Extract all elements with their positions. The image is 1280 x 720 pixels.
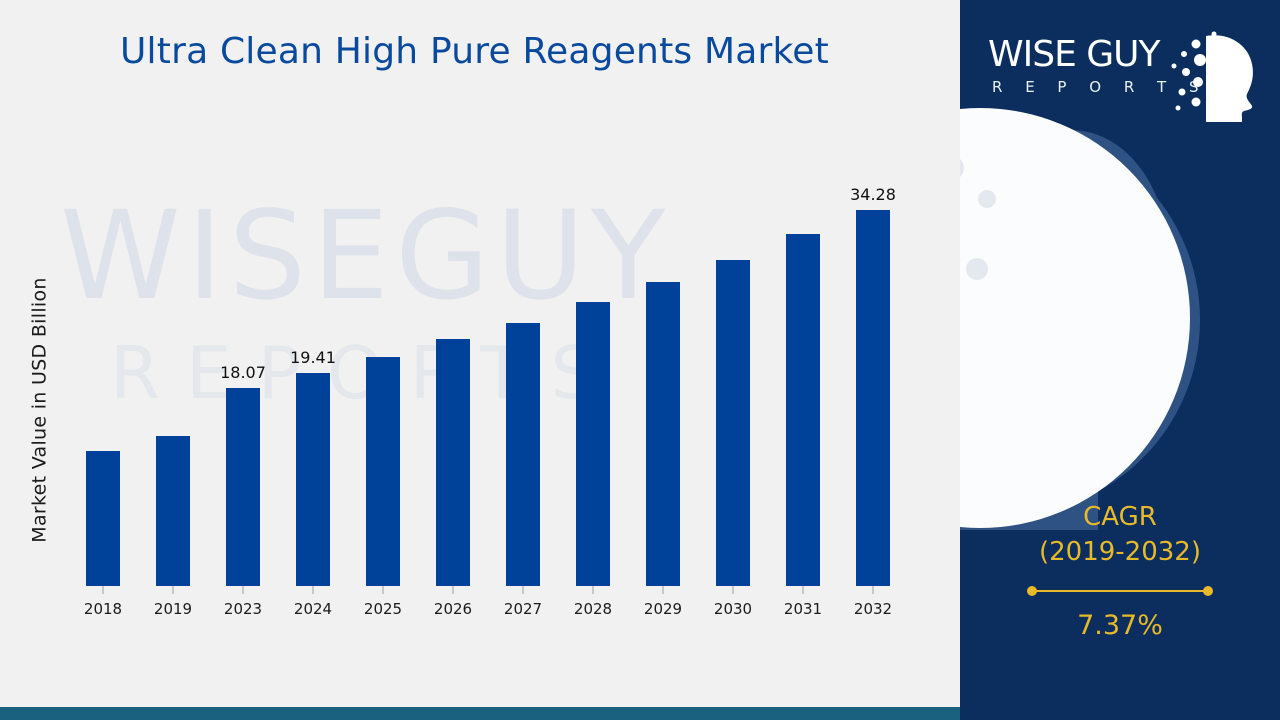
bar [646,281,680,586]
bar-group: 2019 [138,180,208,618]
bar-group: 2027 [488,180,558,618]
x-axis-tick [312,586,314,594]
x-axis-tick-label: 2032 [853,600,893,618]
x-axis-tick-label: 2019 [153,600,193,618]
brand-panel: WISE GUY R E P O R T S CAGR (2019-2032) [960,0,1280,720]
bottom-accent-bar [0,707,960,720]
x-axis-tick-label: 2024 [293,600,333,618]
logo-subtitle: R E P O R T S [992,78,1208,96]
y-axis-label-text: Market Value in USD Billion [29,277,52,543]
x-axis-tick-label: 2029 [643,600,683,618]
bar-group: 2029 [628,180,698,618]
bar [436,339,470,586]
bar-group: 2028 [558,180,628,618]
bar-group: 18.07 2023 [208,180,278,618]
bar [156,435,190,586]
bar-group: 2031 [768,180,838,618]
y-axis-label: Market Value in USD Billion [22,240,58,580]
x-axis-tick [732,586,734,594]
x-axis-tick [522,586,524,594]
x-axis-tick-label: 2023 [223,600,263,618]
x-axis-tick-label: 2027 [503,600,543,618]
cagr-period: (2019-2032) [1038,537,1201,568]
x-axis-tick [872,586,874,594]
x-axis-tick-label: 2030 [713,600,753,618]
bar-group: 34.28 2032 [838,180,908,618]
bar [716,259,750,586]
x-axis-tick [452,586,454,594]
bar-plot: 2018 2019 18.07 2023 19.41 2024 2025 2026 2027 20… [68,180,908,618]
brand-logo: WISE GUY R E P O R T S [984,31,1260,122]
bar [506,322,540,586]
logo-wordmark: WISE GUY [988,34,1160,75]
page-title: Ultra Clean High Pure Reagents Market [120,31,829,72]
bar-group: 2026 [418,180,488,618]
cagr-divider [1027,586,1213,597]
bar [366,357,400,586]
cagr-block: CAGR (2019-2032) 7.37% [960,500,1280,641]
bar-group: 19.41 2024 [278,180,348,618]
bar [856,209,890,586]
x-axis-tick-label: 2028 [573,600,613,618]
bar-group: 2025 [348,180,418,618]
bar-group: 2018 [68,180,138,618]
x-axis-tick [662,586,664,594]
bar [296,373,330,586]
cagr-value: 7.37% [1077,610,1163,642]
x-axis-tick-label: 2018 [83,600,123,618]
x-axis-tick-label: 2031 [783,600,823,618]
divider-dot-right [1203,586,1213,597]
divider-line [1032,590,1208,593]
bar-value-label: 18.07 [220,362,266,382]
bar [576,302,610,586]
dotted-head-profile-icon [1171,31,1253,122]
bar [226,387,260,586]
x-axis-tick [242,586,244,594]
x-axis-tick [102,586,104,594]
x-axis-tick [172,586,174,594]
bar-value-label: 34.28 [850,184,896,204]
bar-value-label: 19.41 [290,348,336,368]
bar [786,234,820,586]
x-axis-tick [382,586,384,594]
x-axis-tick-label: 2026 [433,600,473,618]
x-axis-tick-label: 2025 [363,600,403,618]
x-axis-tick [802,586,804,594]
cagr-title: CAGR [1083,502,1157,532]
bar [86,450,120,586]
bar-group: 2030 [698,180,768,618]
x-axis-tick [592,586,594,594]
